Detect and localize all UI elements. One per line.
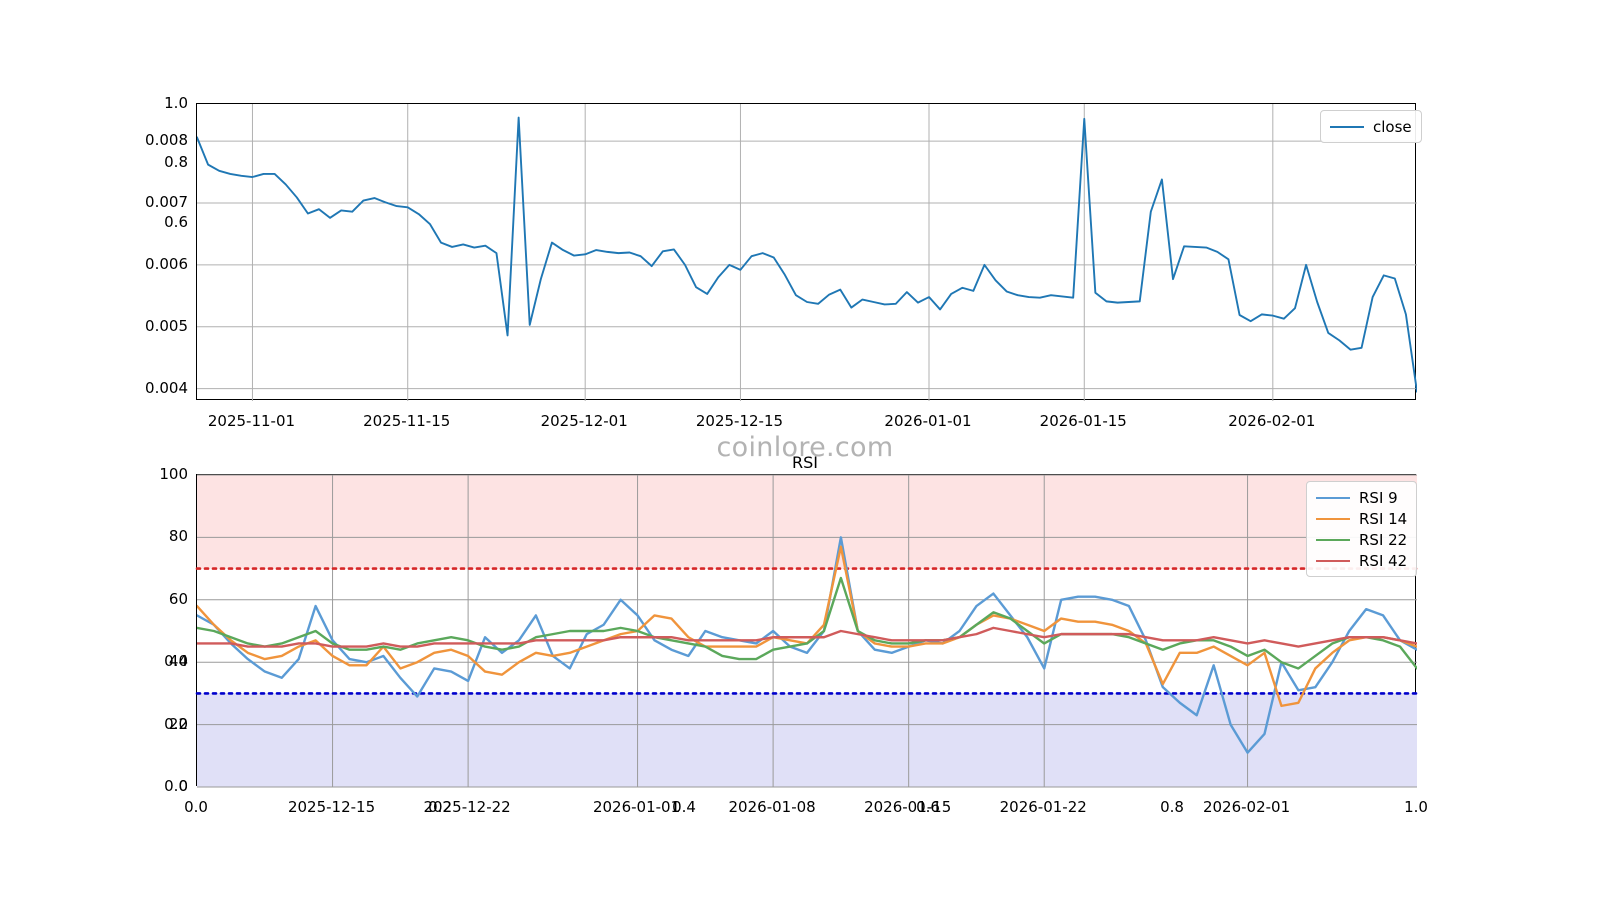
rsi-y-tick: 0 — [178, 777, 188, 795]
rsi-series-lines — [197, 536, 1417, 754]
rsi-y-tick: 100 — [159, 465, 188, 483]
legend-label: close — [1373, 117, 1412, 136]
rsi-legend-item[interactable]: RSI 14 — [1316, 508, 1407, 529]
rsi-x-norm-tick: 0.0 — [184, 798, 208, 816]
rsi-y-norm-tick: 0.0 — [164, 777, 188, 795]
rsi-x-tick: 2025-12-15 — [287, 798, 376, 816]
price-x-tick: 2026-02-01 — [1228, 412, 1316, 430]
rsi-x-norm-tick: 0.4 — [672, 798, 696, 816]
legend-color-swatch-icon — [1316, 559, 1350, 562]
rsi-x-norm-tick: 0.6 — [916, 798, 940, 816]
rsi-chart-panel — [195, 474, 1419, 788]
price-x-tick: 2025-12-15 — [695, 412, 784, 430]
price-y-tick: 0.006 — [145, 254, 188, 273]
watermark: coinlore.com — [716, 432, 894, 463]
price-x-tick: 2025-12-01 — [540, 412, 628, 430]
rsi-x-tick: 2026-01-01 — [592, 798, 681, 816]
rsi-x-tick: 2026-01-08 — [728, 798, 816, 816]
rsi-y-tick: 20 — [168, 714, 188, 733]
rsi-legend-item[interactable]: RSI 42 — [1316, 550, 1407, 571]
legend-color-swatch-icon — [1316, 538, 1350, 541]
legend-color-swatch-icon — [1316, 496, 1350, 499]
price-y-tick: 0.004 — [145, 378, 188, 397]
rsi-y-tick: 60 — [168, 589, 188, 608]
rsi-x-tick: 2026-02-01 — [1202, 798, 1291, 816]
price-chart-panel — [196, 103, 1417, 401]
rsi-x-norm-tick: 0.2 — [428, 798, 452, 816]
legend-label: RSI 22 — [1359, 530, 1408, 549]
legend-label: RSI 9 — [1359, 488, 1398, 507]
rsi-legend-item[interactable]: RSI 22 — [1316, 529, 1407, 550]
rsi-legend[interactable]: RSI 9 RSI 14 RSI 22 RSI 42 — [1306, 481, 1418, 577]
price-legend[interactable]: close — [1320, 110, 1422, 143]
rsi-x-tick: 2026-01-15 — [864, 798, 952, 816]
price-y-tick: 0.005 — [145, 316, 188, 335]
price-legend-item[interactable]: close — [1330, 116, 1412, 137]
price-series-lines — [197, 116, 1417, 393]
rsi-x-tick: 2025-12-22 — [423, 798, 511, 816]
price-x-tick: 2026-01-15 — [1039, 412, 1127, 430]
price-x-tick: 2026-01-01 — [884, 412, 972, 430]
rsi-y-tick: 40 — [168, 652, 188, 671]
price-y-tick: 0.007 — [145, 193, 188, 211]
price-y-tick: 0.008 — [145, 131, 188, 150]
price-y-norm-tick: 1.0 — [164, 94, 188, 112]
price-x-tick: 2025-11-01 — [207, 412, 296, 430]
legend-label: RSI 42 — [1359, 551, 1408, 570]
price-gridlines — [197, 104, 1417, 401]
rsi-x-norm-tick: 0.8 — [1160, 798, 1184, 816]
legend-color-swatch-icon — [1330, 125, 1364, 128]
price-y-norm-tick: 0.8 — [164, 153, 188, 172]
rsi-y-norm-tick: 0.4 — [164, 652, 188, 671]
rsi-x-norm-tick: 1.0 — [1404, 798, 1428, 816]
legend-color-swatch-icon — [1316, 517, 1350, 520]
rsi-y-norm-tick: 0.2 — [164, 714, 188, 733]
rsi-y-tick: 80 — [168, 527, 188, 546]
legend-label: RSI 14 — [1359, 509, 1408, 528]
price-x-tick: 2025-11-15 — [363, 412, 451, 430]
rsi-x-tick: 2026-01-22 — [999, 798, 1087, 816]
rsi-panel-title: RSI — [792, 453, 818, 472]
price-y-norm-tick: 0.6 — [164, 212, 188, 231]
rsi-gridlines-and-bands — [195, 474, 1419, 788]
rsi-legend-item[interactable]: RSI 9 — [1316, 487, 1407, 508]
